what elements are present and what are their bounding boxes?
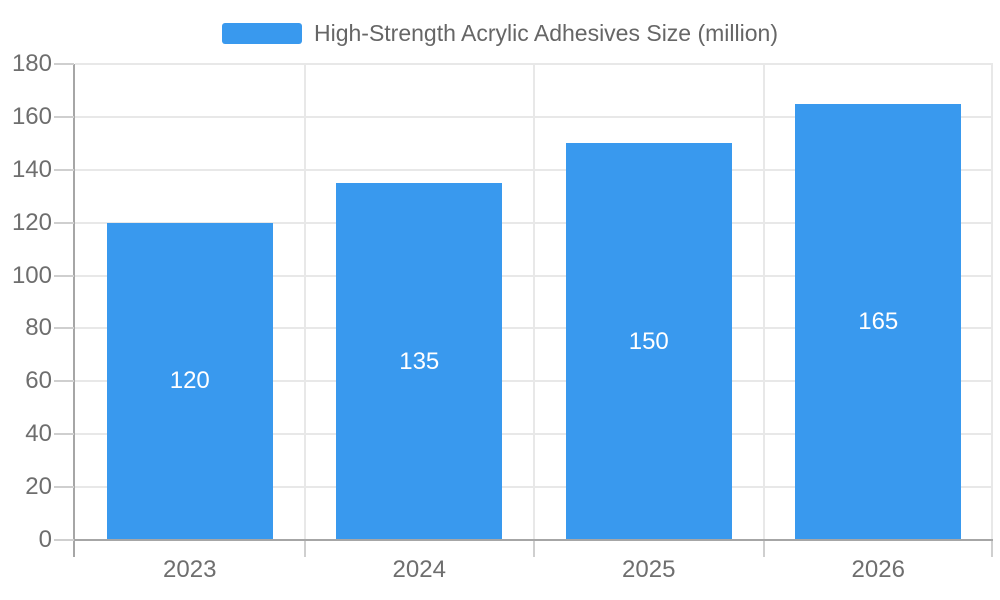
gridline-vertical: [303, 64, 306, 540]
bar-value-label: 165: [858, 307, 899, 335]
y-axis-tick: [54, 115, 74, 118]
y-axis-tick-label: 160: [11, 102, 52, 130]
y-axis-tick-label: 0: [38, 526, 52, 553]
y-axis-tick-label: 180: [11, 50, 52, 77]
gridline-vertical: [533, 64, 535, 540]
plot-area: 120 135 150 165: [75, 63, 993, 540]
x-axis-tick: [762, 541, 765, 557]
x-axis-tick-label: 2024: [392, 556, 446, 583]
y-axis-tick: [54, 433, 74, 436]
gridline-vertical: [991, 64, 993, 540]
y-axis-tick-label: 20: [25, 473, 52, 501]
y-axis-tick: [54, 274, 74, 277]
x-axis-tick: [303, 541, 306, 557]
x-axis-tick: [533, 541, 535, 557]
bar-value-label: 135: [399, 347, 440, 375]
bar-2026[interactable]: 165: [795, 103, 962, 540]
y-axis-tick-label: 100: [11, 261, 52, 289]
x-axis-tick: [991, 541, 993, 557]
y-axis-tick-label: 120: [11, 208, 52, 236]
y-axis-tick-label: 140: [11, 155, 52, 183]
x-axis-tick-label: 2026: [851, 556, 905, 583]
x-axis-tick-label: 2025: [622, 556, 676, 583]
y-axis-line: [73, 64, 75, 557]
bar-2024[interactable]: 135: [336, 183, 503, 540]
bar-2023[interactable]: 120: [106, 222, 273, 540]
y-axis-tick-label: 80: [25, 314, 52, 342]
bar-value-label: 120: [169, 367, 210, 395]
y-axis-tick: [54, 221, 74, 224]
y-axis-tick-label: 40: [25, 420, 52, 448]
x-axis-line: [74, 539, 993, 541]
y-axis-tick-label: 60: [25, 367, 52, 395]
legend: High-Strength Acrylic Adhesives Size (mi…: [0, 20, 1000, 47]
y-axis-tick: [54, 486, 74, 489]
bar-value-label: 150: [628, 327, 669, 355]
y-axis-tick: [54, 63, 74, 65]
y-axis-tick: [54, 327, 74, 330]
gridline-vertical: [762, 64, 765, 540]
y-axis-tick: [54, 539, 74, 541]
legend-label: High-Strength Acrylic Adhesives Size (mi…: [313, 20, 778, 46]
legend-item[interactable]: High-Strength Acrylic Adhesives Size (mi…: [221, 20, 778, 47]
x-axis-tick-label: 2023: [163, 556, 217, 583]
legend-swatch-icon: [221, 23, 302, 44]
y-axis-tick: [54, 168, 74, 171]
y-axis-tick: [54, 380, 74, 383]
bar-2025[interactable]: 150: [565, 143, 732, 540]
